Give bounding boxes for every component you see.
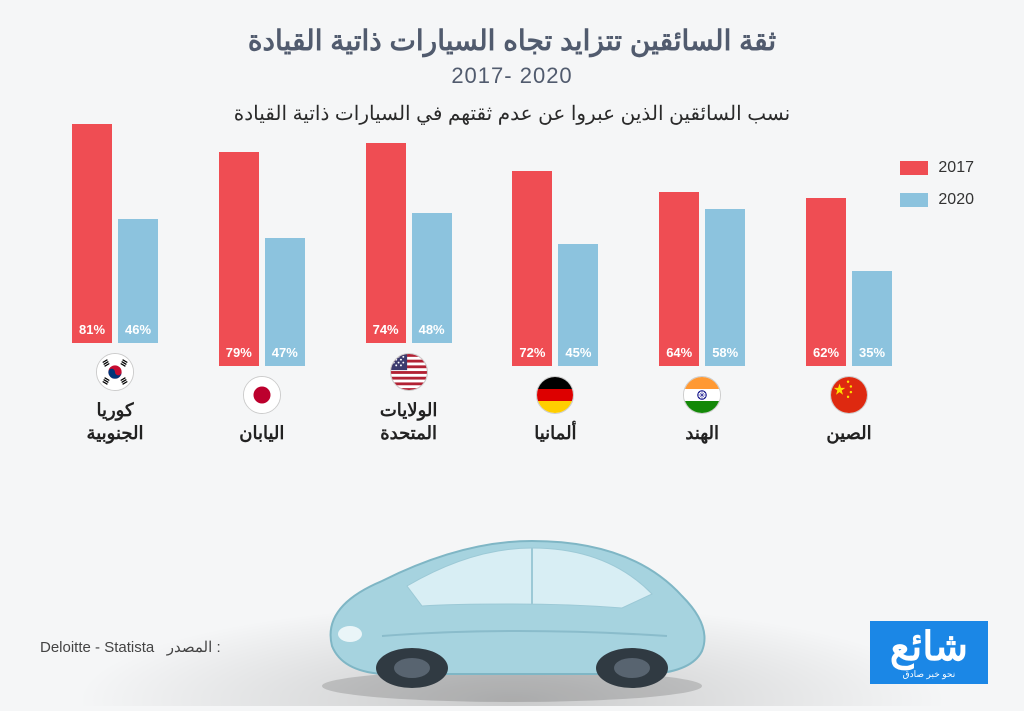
bar-usa-y2020: 48% [412, 213, 452, 343]
country-label-japan: اليابان [239, 422, 284, 445]
legend-label-2017: 2017 [938, 159, 974, 177]
bar-china-y2020: 35% [852, 271, 892, 366]
legend-item-2020: 2020 [900, 191, 974, 209]
flag-icon-korea [96, 353, 134, 391]
flag-icon-germany [536, 376, 574, 414]
publisher-logo-sub: نحو خبر صادق [890, 669, 968, 680]
legend-label-2020: 2020 [938, 191, 974, 209]
bar-china-y2017: 62% [806, 198, 846, 366]
publisher-logo-main: شائع [890, 627, 968, 667]
bar-germany-y2017: 72% [512, 171, 552, 366]
bar-japan-y2020: 47% [265, 238, 305, 365]
bar-label-usa-y2017: 74% [366, 322, 406, 337]
flag-icon-india [683, 376, 721, 414]
country-group-korea: 81% 46% كوريا الجنوبية [60, 113, 170, 444]
country-group-india: 64% 58% الهند [647, 136, 757, 445]
bar-label-japan-y2017: 79% [219, 345, 259, 360]
country-group-japan: 79% 47% اليابان [207, 136, 317, 445]
country-group-usa: 74% 48% الولايات المتحدة [354, 113, 464, 444]
bar-label-korea-y2020: 46% [118, 322, 158, 337]
bar-korea-y2017: 81% [72, 124, 112, 343]
legend-swatch-2017 [900, 161, 928, 175]
bar-label-china-y2017: 62% [806, 345, 846, 360]
country-label-germany: ألمانيا [534, 422, 576, 445]
bar-label-japan-y2020: 47% [265, 345, 305, 360]
bar-japan-y2017: 79% [219, 152, 259, 366]
country-label-korea: كوريا الجنوبية [87, 399, 144, 444]
bar-label-germany-y2020: 45% [558, 345, 598, 360]
legend: 2017 2020 [900, 159, 974, 223]
publisher-logo: شائع نحو خبر صادق [870, 621, 988, 684]
bar-korea-y2020: 46% [118, 219, 158, 343]
page-title: ثقة السائقين تتزايد تجاه السيارات ذاتية … [0, 24, 1024, 57]
bars-india: 64% 58% [659, 136, 745, 366]
bar-india-y2017: 64% [659, 192, 699, 365]
bar-label-usa-y2020: 48% [412, 322, 452, 337]
country-label-india: الهند [685, 422, 719, 445]
bars-germany: 72% 45% [512, 136, 598, 366]
bar-label-india-y2017: 64% [659, 345, 699, 360]
bar-india-y2020: 58% [705, 209, 745, 366]
flag-icon-china [830, 376, 868, 414]
bars-usa: 74% 48% [366, 113, 452, 343]
bar-label-korea-y2017: 81% [72, 322, 112, 337]
bars-china: 62% 35% [806, 136, 892, 366]
country-label-china: الصين [826, 422, 871, 445]
car-illustration [272, 486, 752, 706]
source-value: Deloitte - Statista [40, 639, 154, 656]
country-group-germany: 72% 45% ألمانيا [500, 136, 610, 445]
bar-germany-y2020: 45% [558, 244, 598, 366]
legend-swatch-2020 [900, 193, 928, 207]
flag-icon-japan [243, 376, 281, 414]
bar-label-india-y2020: 58% [705, 345, 745, 360]
source-label: المصدر : [167, 639, 221, 656]
bar-usa-y2017: 74% [366, 143, 406, 343]
year-range: 2020 -2017 [0, 63, 1024, 89]
source-attribution: Deloitte - Statista المصدر : [40, 638, 221, 656]
legend-item-2017: 2017 [900, 159, 974, 177]
flag-icon-usa [390, 353, 428, 391]
country-label-usa: الولايات المتحدة [380, 399, 438, 444]
bars-korea: 81% 46% [72, 113, 158, 343]
bar-chart: 81% 46% كوريا الجنوبية 79% 47% اليابان 74% 48% ا… [60, 174, 904, 444]
bars-japan: 79% 47% [219, 136, 305, 366]
bar-label-germany-y2017: 72% [512, 345, 552, 360]
bar-label-china-y2020: 35% [852, 345, 892, 360]
country-group-china: 62% 35% الصين [794, 136, 904, 445]
